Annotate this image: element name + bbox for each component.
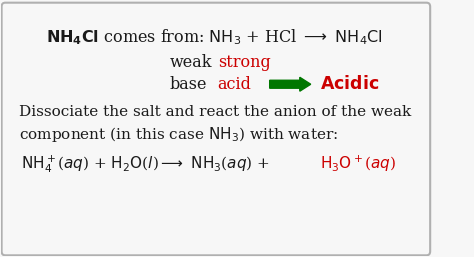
Text: $\bf{Acidic}$: $\bf{Acidic}$ [320, 75, 379, 93]
Text: $\bf{NH_4Cl}$ comes from: $\rm{NH_3}$ + HCl $\longrightarrow$ $\rm{NH_4Cl}$: $\bf{NH_4Cl}$ comes from: $\rm{NH_3}$ + … [46, 28, 383, 47]
Text: base: base [169, 76, 207, 93]
Text: component (in this case $\rm{NH_3}$) with water:: component (in this case $\rm{NH_3}$) wit… [19, 125, 338, 144]
FancyBboxPatch shape [1, 3, 430, 255]
Text: weak: weak [169, 54, 212, 71]
Text: $\rm{H_3O^+}$($aq$): $\rm{H_3O^+}$($aq$) [320, 154, 396, 174]
Text: $\rm{NH_4^+}$($aq$) + $\rm{H_2O}$($l$)$\longrightarrow$ $\rm{NH_3}$($aq$) +: $\rm{NH_4^+}$($aq$) + $\rm{H_2O}$($l$)$\… [21, 153, 271, 175]
Text: strong: strong [218, 54, 271, 71]
FancyArrow shape [270, 77, 311, 91]
Text: acid: acid [218, 76, 252, 93]
Text: Dissociate the salt and react the anion of the weak: Dissociate the salt and react the anion … [19, 105, 411, 119]
